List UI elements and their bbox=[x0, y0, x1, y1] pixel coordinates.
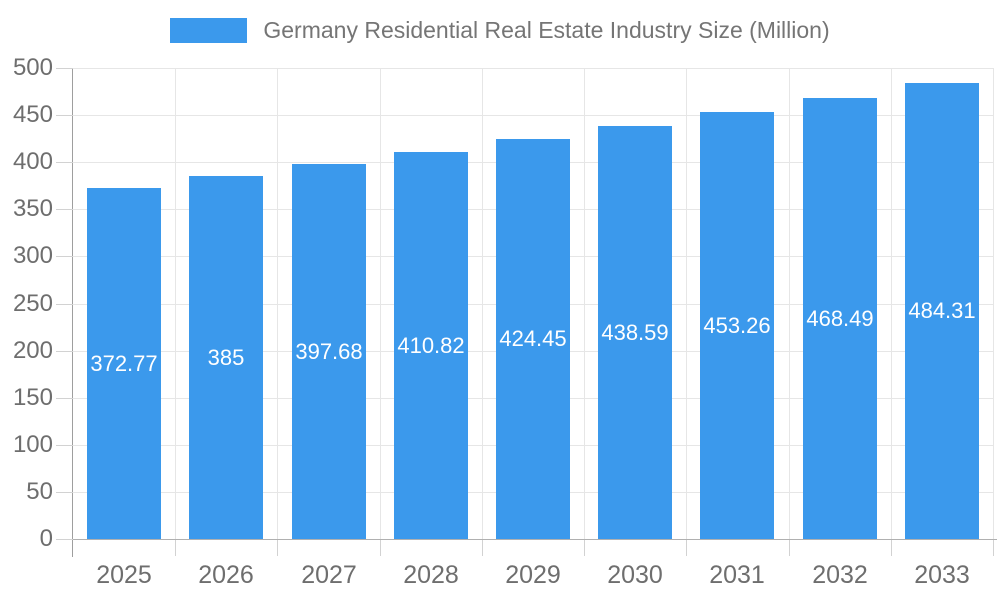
x-axis-line bbox=[73, 539, 997, 540]
y-tick bbox=[56, 445, 73, 446]
x-tick bbox=[789, 540, 790, 556]
bar[interactable]: 385 bbox=[189, 176, 263, 539]
x-tick-label: 2033 bbox=[914, 561, 970, 589]
gridline-h bbox=[73, 68, 993, 69]
bar[interactable]: 438.59 bbox=[598, 126, 672, 539]
y-tick bbox=[56, 68, 73, 69]
x-tick bbox=[686, 540, 687, 556]
x-tick-label: 2031 bbox=[709, 561, 765, 589]
bar-value-label: 453.26 bbox=[703, 313, 771, 338]
gridline-v bbox=[584, 68, 585, 539]
x-tick bbox=[993, 540, 994, 556]
x-tick bbox=[380, 540, 381, 556]
x-tick-label: 2028 bbox=[403, 561, 459, 589]
bar-value-label: 468.49 bbox=[806, 306, 874, 331]
y-tick-label: 200 bbox=[12, 337, 53, 364]
gridline-v bbox=[789, 68, 790, 539]
y-tick bbox=[56, 492, 73, 493]
y-tick-label: 450 bbox=[12, 101, 53, 128]
y-tick-label: 250 bbox=[12, 290, 53, 317]
y-tick bbox=[56, 115, 73, 116]
x-tick-label: 2027 bbox=[301, 561, 357, 589]
y-tick bbox=[56, 209, 73, 210]
bar-value-label: 424.45 bbox=[499, 326, 567, 351]
legend-label: Germany Residential Real Estate Industry… bbox=[263, 17, 830, 43]
gridline-v bbox=[277, 68, 278, 539]
bar-value-label: 410.82 bbox=[397, 333, 465, 358]
bar-value-label: 484.31 bbox=[908, 298, 976, 323]
y-tick-label: 100 bbox=[12, 431, 53, 458]
gridline-h bbox=[73, 115, 993, 116]
x-tick-label: 2029 bbox=[505, 561, 561, 589]
x-tick-label: 2025 bbox=[96, 561, 152, 589]
gridline-v bbox=[380, 68, 381, 539]
gridline-v bbox=[686, 68, 687, 539]
y-tick bbox=[56, 304, 73, 305]
bar[interactable]: 484.31 bbox=[905, 83, 979, 539]
bar-value-label: 372.77 bbox=[90, 351, 158, 376]
x-tick bbox=[482, 540, 483, 556]
bar[interactable]: 397.68 bbox=[292, 164, 366, 539]
x-tick-label: 2030 bbox=[607, 561, 663, 589]
bar[interactable]: 468.49 bbox=[803, 98, 877, 539]
bar-value-label: 385 bbox=[207, 345, 245, 370]
x-tick-label: 2026 bbox=[198, 561, 254, 589]
bar-value-label: 397.68 bbox=[295, 339, 363, 364]
gridline-v bbox=[891, 68, 892, 539]
gridline-v bbox=[175, 68, 176, 539]
y-tick-label: 300 bbox=[12, 242, 53, 269]
y-tick-label: 150 bbox=[12, 384, 53, 411]
x-tick bbox=[584, 540, 585, 556]
legend-swatch bbox=[170, 18, 248, 43]
gridline-v bbox=[482, 68, 483, 539]
y-tick-label: 0 bbox=[39, 525, 53, 552]
bar[interactable]: 424.45 bbox=[496, 139, 570, 539]
x-tick bbox=[891, 540, 892, 556]
y-axis-line bbox=[72, 68, 73, 557]
y-tick-label: 500 bbox=[12, 54, 53, 81]
y-tick bbox=[56, 162, 73, 163]
bar-value-label: 438.59 bbox=[601, 320, 669, 345]
bar[interactable]: 372.77 bbox=[87, 188, 161, 539]
x-tick-label: 2032 bbox=[812, 561, 868, 589]
x-tick bbox=[175, 540, 176, 556]
y-tick bbox=[56, 351, 73, 352]
chart-legend: Germany Residential Real Estate Industry… bbox=[0, 17, 1000, 44]
y-tick-label: 400 bbox=[12, 148, 53, 175]
plot-area: 372.77 385 397.68 410.82 424.45 438.59 453.26 4… bbox=[73, 68, 994, 539]
y-tick-label: 350 bbox=[12, 195, 53, 222]
y-tick bbox=[56, 256, 73, 257]
gridline-v bbox=[993, 68, 994, 539]
x-tick bbox=[277, 540, 278, 556]
bar[interactable]: 453.26 bbox=[700, 112, 774, 539]
y-tick-label: 50 bbox=[26, 478, 53, 505]
y-tick bbox=[56, 398, 73, 399]
y-tick bbox=[56, 539, 73, 540]
bar[interactable]: 410.82 bbox=[394, 152, 468, 539]
